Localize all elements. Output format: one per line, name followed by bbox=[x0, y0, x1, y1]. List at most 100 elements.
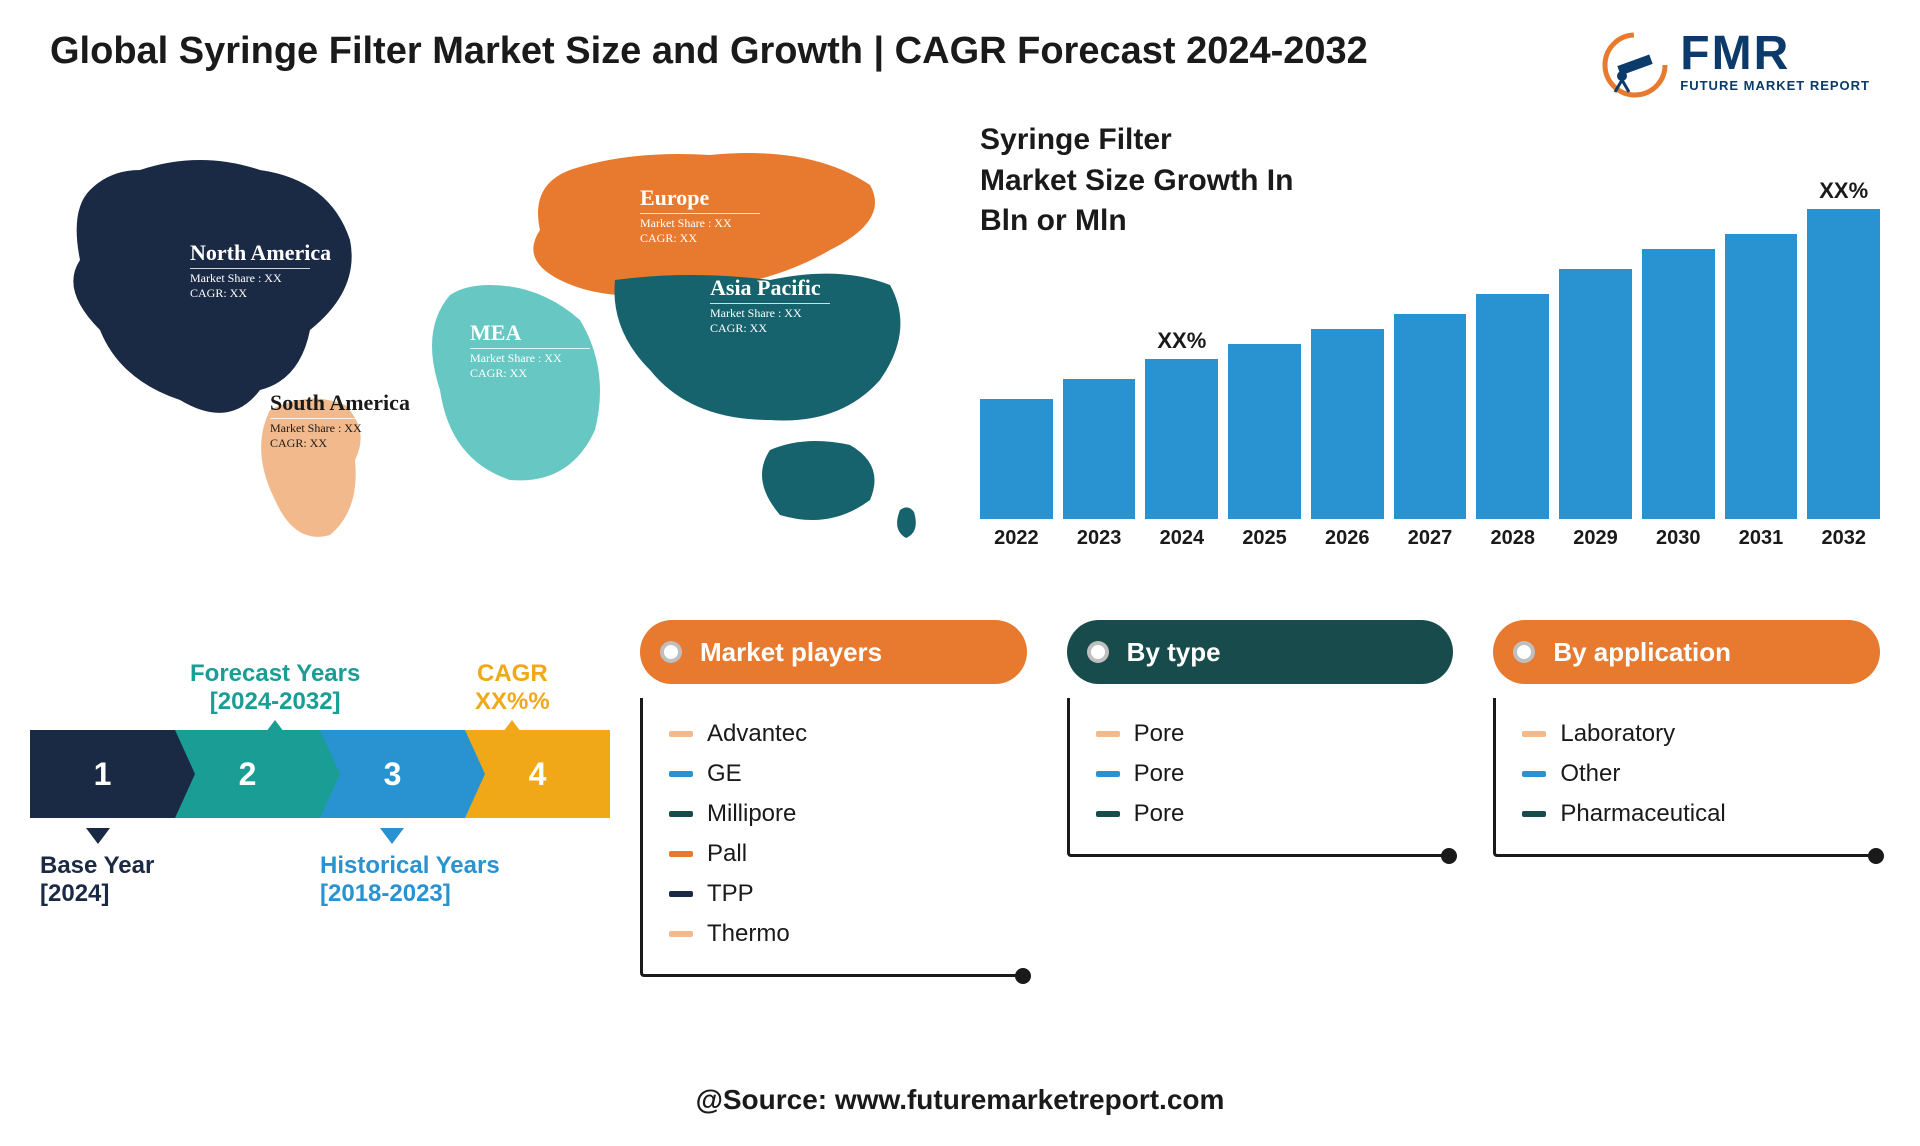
region-name: Europe bbox=[640, 185, 760, 211]
bar-year-label: 2031 bbox=[1739, 527, 1784, 550]
bar-year-label: 2024 bbox=[1160, 527, 1205, 550]
list-item: TPP bbox=[669, 874, 1003, 914]
pill-dot-icon bbox=[1087, 641, 1109, 663]
region-cagr: CAGR: XX bbox=[270, 436, 410, 451]
pill-header: By type bbox=[1067, 620, 1454, 684]
bar bbox=[1145, 359, 1218, 519]
timeline-bar: 1 2 3 4 bbox=[30, 730, 610, 818]
page-title: Global Syringe Filter Market Size and Gr… bbox=[50, 30, 1368, 73]
list-item-label: Advantec bbox=[707, 720, 807, 748]
list-marker-icon bbox=[1096, 811, 1120, 817]
list-marker-icon bbox=[1522, 811, 1546, 817]
logo-text-main: FMR bbox=[1680, 30, 1870, 78]
list-item: Millipore bbox=[669, 794, 1003, 834]
region-cagr: CAGR: XX bbox=[190, 286, 331, 301]
list-item: Thermo bbox=[669, 914, 1003, 954]
list-marker-icon bbox=[1522, 731, 1546, 737]
growth-bar-chart: Syringe Filter Market Size Growth In Bln… bbox=[980, 120, 1880, 550]
region-share: Market Share : XX bbox=[190, 271, 331, 286]
region-ap-aus-shape bbox=[762, 441, 875, 520]
bar-col-2028: 2028 bbox=[1476, 294, 1549, 550]
list-item-label: Millipore bbox=[707, 800, 796, 828]
list-item: Pall bbox=[669, 834, 1003, 874]
list-marker-icon bbox=[669, 891, 693, 897]
list-item: Other bbox=[1522, 754, 1856, 794]
region-name: North America bbox=[190, 240, 331, 266]
region-cagr: CAGR: XX bbox=[640, 231, 760, 246]
bar bbox=[1228, 344, 1301, 519]
logo-text-sub: FUTURE MARKET REPORT bbox=[1680, 78, 1870, 93]
bar-year-label: 2029 bbox=[1573, 527, 1618, 550]
region-name: Asia Pacific bbox=[710, 275, 830, 301]
triangle-down-icon bbox=[86, 828, 110, 844]
bar-col-2032: XX%2032 bbox=[1807, 209, 1880, 550]
bar bbox=[1642, 249, 1715, 519]
pill-header: Market players bbox=[640, 620, 1027, 684]
pill-title: By application bbox=[1553, 637, 1731, 668]
bar bbox=[1559, 269, 1632, 519]
region-share: Market Share : XX bbox=[710, 306, 830, 321]
pill-block-1: By type Pore Pore Pore bbox=[1067, 620, 1454, 977]
list-item: Pore bbox=[1096, 794, 1430, 834]
logo: FMR FUTURE MARKET REPORT bbox=[1600, 30, 1870, 100]
pill-header: By application bbox=[1493, 620, 1880, 684]
bar-col-2023: 2023 bbox=[1063, 379, 1136, 550]
list-item: Laboratory bbox=[1522, 714, 1856, 754]
list-item-label: TPP bbox=[707, 880, 754, 908]
map-region-label-mea: MEAMarket Share : XXCAGR: XX bbox=[470, 320, 590, 381]
bar-annotation: XX% bbox=[1819, 178, 1868, 204]
bar-col-2026: 2026 bbox=[1311, 329, 1384, 550]
bar bbox=[1807, 209, 1880, 519]
timeline-seg-2: 2 bbox=[175, 730, 320, 818]
bar bbox=[1725, 234, 1798, 519]
pill-dot-icon bbox=[660, 641, 682, 663]
region-share: Market Share : XX bbox=[270, 421, 410, 436]
list-marker-icon bbox=[669, 731, 693, 737]
bar-col-2031: 2031 bbox=[1725, 234, 1798, 550]
bar-year-label: 2027 bbox=[1408, 527, 1453, 550]
map-region-label-na: North America Market Share : XXCAGR: XX bbox=[190, 240, 331, 301]
timeline: Forecast Years[2024-2032] CAGRXX%% 1 2 3… bbox=[30, 660, 610, 944]
list-frame: Advantec GE Millipore Pall TPP Thermo bbox=[640, 698, 1027, 977]
bar-year-label: 2030 bbox=[1656, 527, 1701, 550]
map-region-label-eu: EuropeMarket Share : XXCAGR: XX bbox=[640, 185, 760, 246]
list-item-label: Pore bbox=[1134, 720, 1185, 748]
region-cagr: CAGR: XX bbox=[470, 366, 590, 381]
region-mea-shape bbox=[432, 285, 600, 480]
bar-col-2025: 2025 bbox=[1228, 344, 1301, 550]
triangle-down-icon bbox=[380, 828, 404, 844]
bar-year-label: 2028 bbox=[1491, 527, 1536, 550]
bar-year-label: 2025 bbox=[1242, 527, 1287, 550]
pill-block-0: Market players Advantec GE Millipore Pall TPP… bbox=[640, 620, 1027, 977]
bar-annotation: XX% bbox=[1157, 328, 1206, 354]
list-item: Pharmaceutical bbox=[1522, 794, 1856, 834]
list-marker-icon bbox=[669, 811, 693, 817]
pill-title: Market players bbox=[700, 637, 882, 668]
bar bbox=[1063, 379, 1136, 519]
map-region-label-ap: Asia Pacific Market Share : XXCAGR: XX bbox=[710, 275, 830, 336]
list-item-label: Pore bbox=[1134, 760, 1185, 788]
list-marker-icon bbox=[1096, 771, 1120, 777]
bar-col-2022: 2022 bbox=[980, 399, 1053, 550]
region-cagr: CAGR: XX bbox=[710, 321, 830, 336]
timeline-forecast-label: Forecast Years[2024-2032] bbox=[190, 660, 360, 736]
timeline-cagr-label: CAGRXX%% bbox=[475, 660, 550, 736]
timeline-base-label: Base Year[2024] bbox=[40, 852, 154, 908]
bar-col-2024: XX%2024 bbox=[1145, 359, 1218, 550]
bar-year-label: 2023 bbox=[1077, 527, 1122, 550]
list-item-label: Pall bbox=[707, 840, 747, 868]
pill-title: By type bbox=[1127, 637, 1221, 668]
region-name: South America bbox=[270, 390, 410, 416]
region-ap-nz-shape bbox=[897, 507, 916, 538]
timeline-hist-label: Historical Years[2018-2023] bbox=[320, 852, 500, 908]
region-share: Market Share : XX bbox=[470, 351, 590, 366]
bar bbox=[980, 399, 1053, 519]
list-marker-icon bbox=[1096, 731, 1120, 737]
list-frame: LaboratoryOther Pharmaceutical bbox=[1493, 698, 1880, 857]
list-item-label: Pharmaceutical bbox=[1560, 800, 1725, 828]
bar-year-label: 2022 bbox=[994, 527, 1039, 550]
pill-block-2: By application LaboratoryOther Pharmaceuti… bbox=[1493, 620, 1880, 977]
list-item-label: Pore bbox=[1134, 800, 1185, 828]
header: Global Syringe Filter Market Size and Gr… bbox=[50, 30, 1870, 100]
list-item: GE bbox=[669, 754, 1003, 794]
